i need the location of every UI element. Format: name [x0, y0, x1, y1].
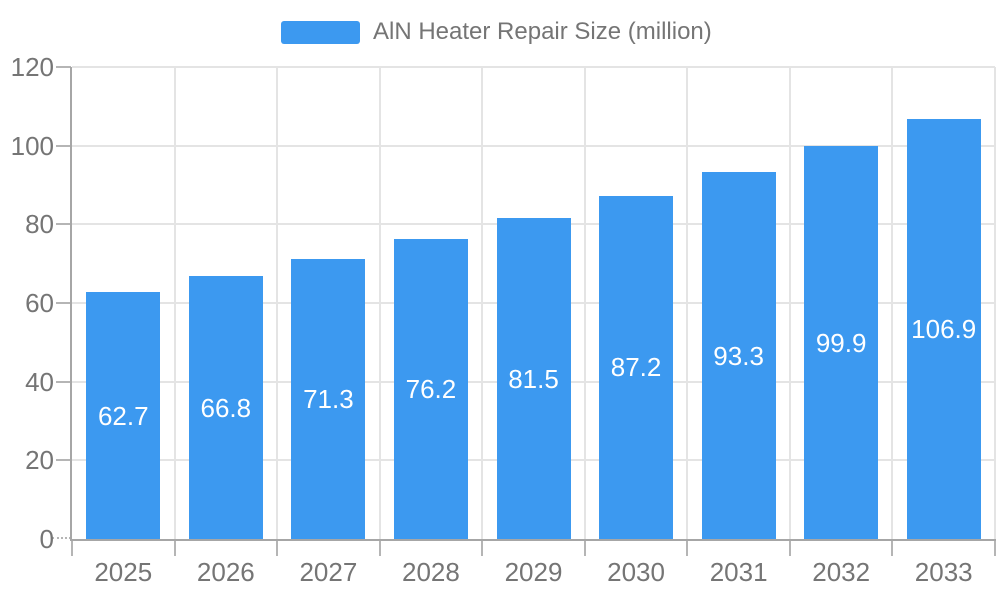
bar-value-label: 93.3 — [713, 340, 764, 371]
x-tick — [891, 540, 894, 556]
x-tick-label: 2026 — [196, 557, 255, 587]
gridline-h — [72, 144, 995, 147]
bar-2030[interactable]: 87.2 — [599, 196, 674, 539]
bar-value-label: 81.5 — [508, 363, 559, 394]
y-tick-label: 80 — [25, 209, 54, 240]
bar-value-label: 71.3 — [303, 383, 354, 414]
x-tick-label: 2029 — [504, 557, 563, 587]
bar-2028[interactable]: 76.2 — [393, 239, 468, 539]
x-tick — [686, 540, 689, 556]
x-tick — [71, 540, 73, 556]
y-tick-label: 40 — [25, 366, 54, 397]
bar-2033[interactable]: 106.9 — [906, 118, 981, 539]
y-tick-label: 20 — [25, 445, 54, 476]
x-tick — [481, 540, 484, 556]
x-tick-label: 2031 — [709, 557, 768, 587]
gridline-h — [72, 66, 995, 68]
bar-2029[interactable]: 81.5 — [496, 218, 571, 539]
x-tick-label: 2032 — [812, 557, 871, 587]
bar-2032[interactable]: 99.9 — [804, 146, 879, 539]
y-tick-label: 0 — [39, 524, 54, 554]
y-axis-line — [70, 67, 72, 541]
y-tick — [52, 537, 71, 539]
bar-value-label: 66.8 — [200, 392, 252, 423]
y-tick — [56, 302, 71, 304]
y-tick-label: 120 — [10, 52, 54, 82]
y-tick-label: 100 — [10, 130, 54, 161]
legend-label: AlN Heater Repair Size (million) — [373, 18, 712, 45]
x-tick — [583, 540, 586, 556]
bar-value-label: 62.7 — [97, 400, 149, 431]
x-tick-label: 2027 — [299, 557, 358, 587]
bar-value-label: 87.2 — [610, 352, 662, 383]
bar-2026[interactable]: 66.8 — [188, 276, 263, 539]
y-tick-label: 60 — [25, 288, 54, 318]
y-tick — [56, 144, 71, 147]
legend[interactable]: AlN Heater Repair Size (million) — [281, 18, 712, 45]
x-axis-line — [70, 539, 996, 541]
x-tick — [276, 540, 279, 556]
bar-2031[interactable]: 93.3 — [701, 172, 776, 539]
y-tick — [56, 66, 71, 68]
bar-value-label: 99.9 — [815, 327, 867, 358]
x-tick — [378, 540, 381, 556]
bar-value-label: 76.2 — [405, 374, 457, 405]
x-tick-label: 2028 — [402, 557, 460, 587]
x-tick-label: 2033 — [914, 557, 973, 587]
x-tick — [994, 540, 996, 556]
x-tick-label: 2030 — [607, 557, 665, 587]
gridline-v — [994, 67, 996, 539]
y-tick — [56, 223, 71, 226]
bar-value-label: 106.9 — [911, 313, 977, 344]
bar-2027[interactable]: 71.3 — [291, 258, 366, 539]
x-tick-label: 2025 — [94, 557, 153, 587]
x-tick — [173, 540, 176, 556]
y-tick — [56, 459, 71, 462]
y-tick — [56, 380, 71, 383]
legend-swatch — [281, 20, 360, 44]
x-tick — [788, 540, 791, 556]
bar-2025[interactable]: 62.7 — [86, 292, 161, 539]
